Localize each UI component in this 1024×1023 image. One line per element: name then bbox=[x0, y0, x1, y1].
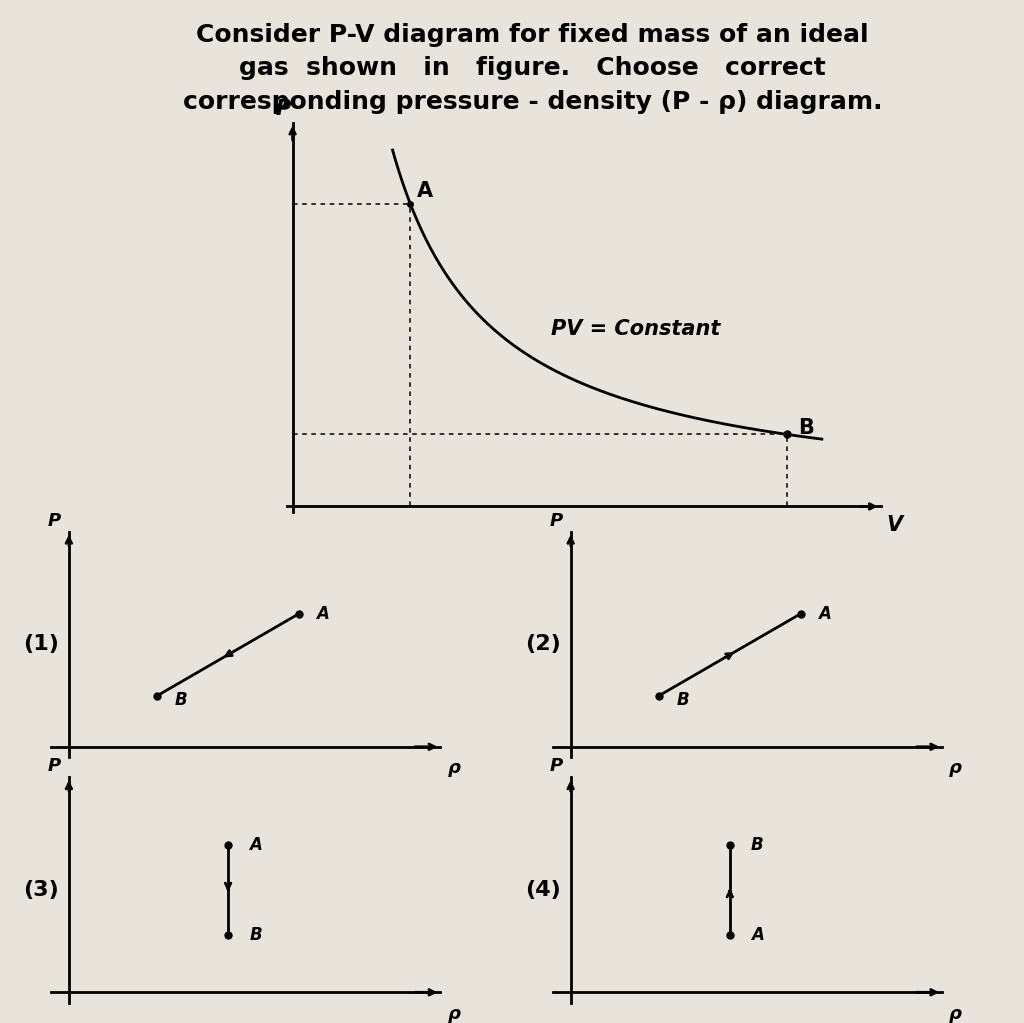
Text: (2): (2) bbox=[525, 634, 560, 655]
Text: (3): (3) bbox=[24, 880, 58, 900]
Text: A: A bbox=[249, 836, 262, 854]
Text: (4): (4) bbox=[525, 880, 560, 900]
Text: ρ: ρ bbox=[949, 1005, 962, 1023]
Text: PV = Constant: PV = Constant bbox=[551, 319, 721, 339]
Text: ρ: ρ bbox=[447, 759, 460, 777]
Text: corresponding pressure - density (P - ρ) diagram.: corresponding pressure - density (P - ρ)… bbox=[182, 90, 883, 114]
Text: B: B bbox=[175, 691, 187, 709]
Text: A: A bbox=[417, 181, 433, 202]
Text: B: B bbox=[799, 418, 814, 439]
Text: P: P bbox=[550, 512, 563, 530]
Text: V: V bbox=[887, 515, 902, 535]
Text: Consider P-V diagram for fixed mass of an ideal: Consider P-V diagram for fixed mass of a… bbox=[197, 23, 868, 46]
Text: gas  shown   in   figure.   Choose   correct: gas shown in figure. Choose correct bbox=[240, 56, 825, 80]
Text: A: A bbox=[818, 605, 831, 623]
Text: (1): (1) bbox=[23, 634, 59, 655]
Text: ρ: ρ bbox=[447, 1005, 460, 1023]
Text: P: P bbox=[48, 512, 61, 530]
Text: B: B bbox=[677, 691, 689, 709]
Text: P: P bbox=[550, 757, 563, 775]
Text: A: A bbox=[316, 605, 330, 623]
Text: ρ: ρ bbox=[949, 759, 962, 777]
Text: P: P bbox=[48, 757, 61, 775]
Text: A: A bbox=[751, 926, 764, 944]
Text: B: B bbox=[249, 926, 262, 944]
Text: P: P bbox=[275, 98, 291, 119]
Text: B: B bbox=[751, 836, 764, 854]
